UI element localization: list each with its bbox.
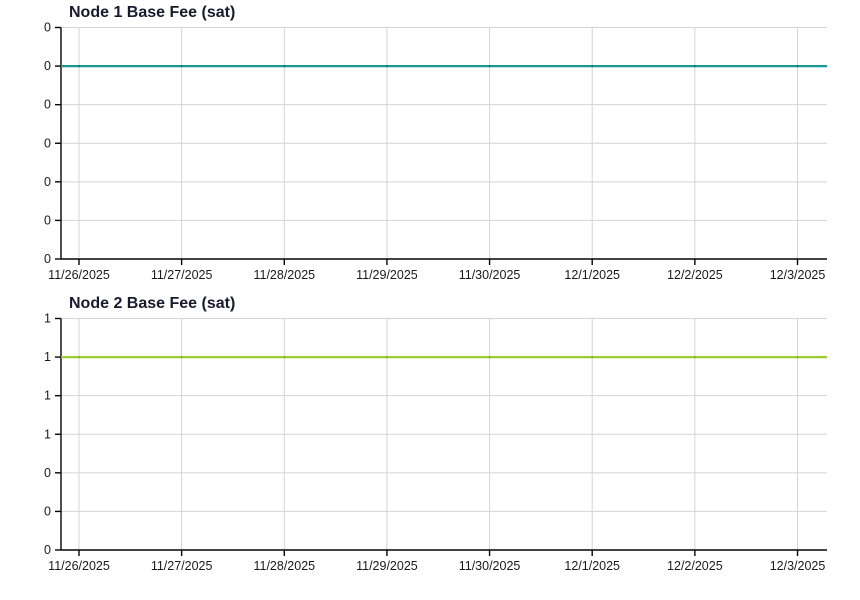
svg-text:12/3/2025: 12/3/2025 (770, 268, 826, 282)
svg-text:12/3/2025: 12/3/2025 (770, 559, 826, 573)
svg-text:12/1/2025: 12/1/2025 (564, 268, 620, 282)
svg-text:0: 0 (44, 213, 51, 227)
svg-text:12/2/2025: 12/2/2025 (667, 268, 723, 282)
svg-text:11/27/2025: 11/27/2025 (151, 268, 213, 282)
svg-text:1: 1 (44, 427, 51, 441)
svg-text:11/29/2025: 11/29/2025 (356, 559, 418, 573)
svg-text:11/29/2025: 11/29/2025 (356, 268, 418, 282)
svg-text:11/28/2025: 11/28/2025 (253, 268, 315, 282)
svg-text:11/28/2025: 11/28/2025 (253, 559, 315, 573)
svg-text:0: 0 (44, 466, 51, 480)
svg-text:12/1/2025: 12/1/2025 (564, 559, 620, 573)
svg-text:1: 1 (44, 350, 51, 364)
svg-text:11/30/2025: 11/30/2025 (459, 268, 521, 282)
svg-text:0: 0 (44, 21, 51, 35)
svg-text:1: 1 (44, 312, 51, 326)
svg-text:12/2/2025: 12/2/2025 (667, 559, 723, 573)
svg-text:0: 0 (44, 252, 51, 266)
svg-text:1: 1 (44, 389, 51, 403)
svg-text:0: 0 (44, 175, 51, 189)
svg-text:0: 0 (44, 543, 51, 557)
svg-text:0: 0 (44, 136, 51, 150)
svg-text:0: 0 (44, 59, 51, 73)
svg-text:11/27/2025: 11/27/2025 (151, 559, 213, 573)
svg-text:11/26/2025: 11/26/2025 (48, 268, 110, 282)
svg-text:11/30/2025: 11/30/2025 (459, 559, 521, 573)
svg-text:11/26/2025: 11/26/2025 (48, 559, 110, 573)
svg-text:0: 0 (44, 98, 51, 112)
svg-text:0: 0 (44, 504, 51, 518)
